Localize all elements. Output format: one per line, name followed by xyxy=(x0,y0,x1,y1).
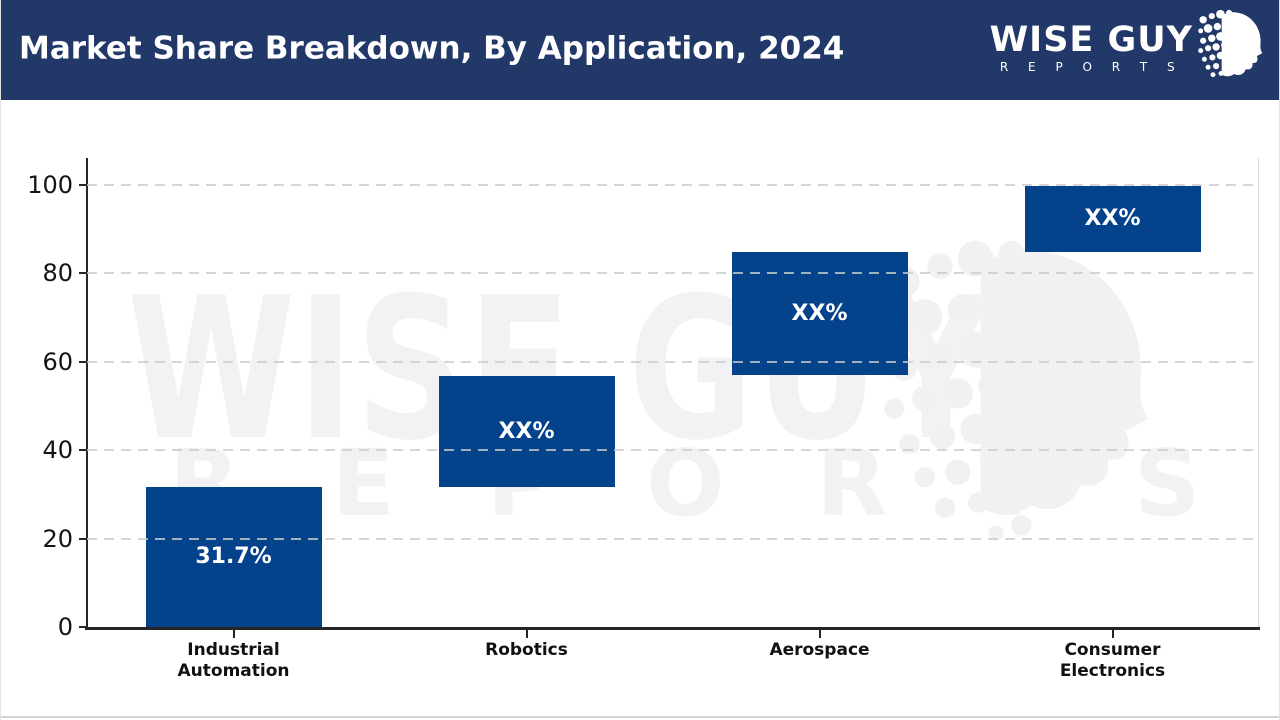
x-tick-mark xyxy=(1111,630,1114,638)
y-tick-label: 100 xyxy=(27,171,73,199)
page-title: Market Share Breakdown, By Application, … xyxy=(19,30,845,67)
right-spine xyxy=(1258,158,1259,627)
x-tick-mark xyxy=(818,630,821,638)
bottom-hairline xyxy=(1,716,1279,718)
y-tick-mark xyxy=(79,184,87,186)
y-tick-mark xyxy=(79,449,87,452)
brand-dotted-face-icon xyxy=(1198,9,1263,78)
x-category-label-robotics: Robotics xyxy=(485,640,568,660)
x-tick-mark xyxy=(232,630,235,638)
bar-aerospace: XX% xyxy=(731,251,908,376)
brand-logo-text: WISE GUY R E P O R T S xyxy=(990,22,1193,74)
bar-value-label: XX% xyxy=(791,301,848,327)
x-axis-line xyxy=(85,627,1260,630)
bar-robotics: XX% xyxy=(438,375,615,487)
x-category-label-consumer-electronics: Consumer Electronics xyxy=(1059,640,1166,681)
y-tick-label: 80 xyxy=(42,259,73,288)
header-bar: Market Share Breakdown, By Application, … xyxy=(1,0,1279,100)
y-tick-label: 0 xyxy=(57,613,73,641)
brand-name: WISE GUY xyxy=(989,20,1193,60)
bar-value-label: XX% xyxy=(1084,206,1141,232)
gridline xyxy=(87,449,1259,452)
bar-consumer-electronics: XX% xyxy=(1024,185,1201,252)
y-tick-mark xyxy=(79,626,87,628)
brand-logo: WISE GUY R E P O R T S xyxy=(990,6,1271,96)
bar-value-label: 31.7% xyxy=(195,544,272,570)
gridline xyxy=(87,360,1259,363)
watermark-dotted-face-icon xyxy=(884,240,1149,541)
y-tick-mark xyxy=(79,360,87,363)
gridline xyxy=(87,537,1259,540)
x-category-label-aerospace: Aerospace xyxy=(769,640,870,660)
brand-subname: R E P O R T S xyxy=(999,60,1183,74)
gridline xyxy=(87,184,1259,186)
y-tick-label: 60 xyxy=(42,347,73,376)
bar-value-label: XX% xyxy=(498,418,555,444)
y-tick-label: 20 xyxy=(42,524,73,553)
gridline xyxy=(87,272,1259,275)
y-tick-mark xyxy=(79,272,87,275)
x-tick-mark xyxy=(525,630,528,638)
y-tick-label: 40 xyxy=(42,436,73,465)
y-tick-mark xyxy=(79,537,87,540)
x-category-label-industrial-automation: Industrial Automation xyxy=(177,640,290,681)
bar-industrial-automation: 31.7% xyxy=(145,486,322,627)
y-axis-line xyxy=(86,158,88,629)
